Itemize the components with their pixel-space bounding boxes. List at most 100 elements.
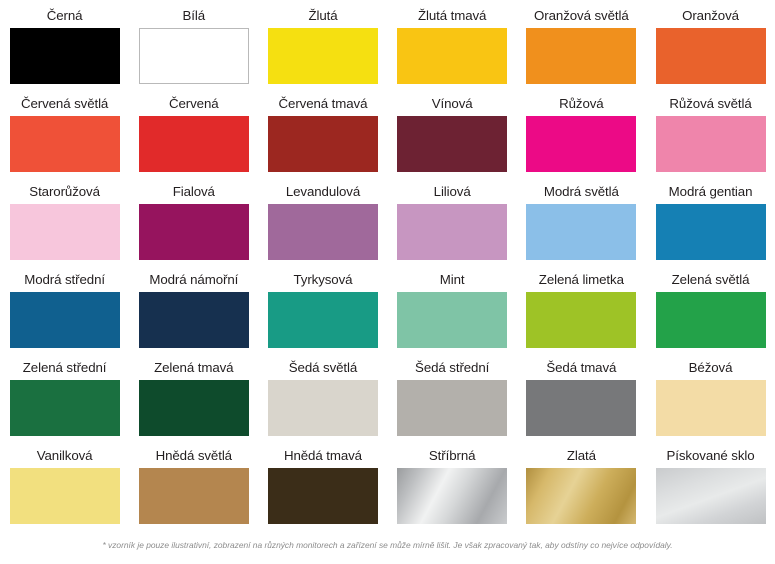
color-swatch-chip[interactable] xyxy=(138,204,249,260)
color-swatch-chip[interactable] xyxy=(9,380,120,436)
swatch-cell[interactable]: Šedá střední xyxy=(388,356,517,444)
swatch-label: Černá xyxy=(46,8,83,23)
swatch-chip-wrap xyxy=(388,380,517,438)
swatch-chip-wrap xyxy=(258,292,387,350)
swatch-cell[interactable]: Modrá střední xyxy=(0,268,129,356)
color-swatch-chip[interactable] xyxy=(9,468,120,524)
swatch-cell[interactable]: Žlutá xyxy=(258,4,387,92)
swatch-cell[interactable]: Fialová xyxy=(129,180,258,268)
swatch-label: Zelená světlá xyxy=(671,272,750,287)
footnote-text: * vzorník je pouze ilustrativní, zobraze… xyxy=(102,540,673,550)
color-swatch-chip[interactable] xyxy=(526,204,637,260)
swatch-cell[interactable]: Modrá světlá xyxy=(517,180,646,268)
swatch-cell[interactable]: Hnědá světlá xyxy=(129,444,258,532)
swatch-cell[interactable]: Šedá světlá xyxy=(258,356,387,444)
swatch-cell[interactable]: Růžová světlá xyxy=(646,92,775,180)
swatch-cell[interactable]: Mint xyxy=(388,268,517,356)
color-swatch-chip[interactable] xyxy=(267,28,378,84)
swatch-cell[interactable]: Žlutá tmavá xyxy=(388,4,517,92)
swatch-cell[interactable]: Zelená limetka xyxy=(517,268,646,356)
color-swatch-chip[interactable] xyxy=(655,292,766,348)
swatch-label: Žlutá tmavá xyxy=(417,8,487,23)
swatch-label: Hnědá světlá xyxy=(155,448,233,463)
swatch-cell[interactable]: Modrá námořní xyxy=(129,268,258,356)
color-swatch-chip[interactable] xyxy=(526,292,637,348)
color-swatch-chip[interactable] xyxy=(267,380,378,436)
color-swatch-chip[interactable] xyxy=(138,116,249,172)
swatch-cell[interactable]: Hnědá tmavá xyxy=(258,444,387,532)
color-swatch-chip[interactable] xyxy=(397,380,508,436)
swatch-chip-wrap xyxy=(0,28,129,86)
swatch-chip-wrap xyxy=(646,204,775,262)
swatch-cell[interactable]: Šedá tmavá xyxy=(517,356,646,444)
swatch-cell[interactable]: Liliová xyxy=(388,180,517,268)
color-swatch-chip[interactable] xyxy=(526,380,637,436)
color-swatch-chip[interactable] xyxy=(655,204,766,260)
color-swatch-chip[interactable] xyxy=(526,28,637,84)
color-swatch-chip[interactable] xyxy=(138,28,249,84)
color-swatch-chip[interactable] xyxy=(9,28,120,84)
swatch-cell[interactable]: Zelená tmavá xyxy=(129,356,258,444)
swatch-cell[interactable]: Zlatá xyxy=(517,444,646,532)
swatch-cell[interactable]: Tyrkysová xyxy=(258,268,387,356)
color-swatch-chip[interactable] xyxy=(138,380,249,436)
swatch-cell[interactable]: Vínová xyxy=(388,92,517,180)
swatch-label: Mint xyxy=(439,272,465,287)
swatch-cell[interactable]: Pískované sklo xyxy=(646,444,775,532)
swatch-cell[interactable]: Modrá gentian xyxy=(646,180,775,268)
swatch-chip-wrap xyxy=(129,292,258,350)
color-swatch-chip[interactable] xyxy=(526,468,637,524)
color-swatch-chip[interactable] xyxy=(655,28,766,84)
color-swatch-chip[interactable] xyxy=(655,380,766,436)
color-swatch-chip[interactable] xyxy=(397,292,508,348)
swatch-label: Oranžová xyxy=(682,8,739,23)
swatch-cell[interactable]: Zelená střední xyxy=(0,356,129,444)
color-swatch-chip[interactable] xyxy=(397,204,508,260)
color-swatch-chip[interactable] xyxy=(138,468,249,524)
swatch-cell[interactable]: Červená světlá xyxy=(0,92,129,180)
color-swatch-chip[interactable] xyxy=(655,116,766,172)
color-swatch-chip[interactable] xyxy=(397,28,508,84)
color-swatch-chip[interactable] xyxy=(267,468,378,524)
swatch-cell[interactable]: Oranžová xyxy=(646,4,775,92)
swatch-cell[interactable]: Béžová xyxy=(646,356,775,444)
swatch-cell[interactable]: Starorůžová xyxy=(0,180,129,268)
color-swatch-chip[interactable] xyxy=(9,116,120,172)
swatch-cell[interactable]: Bílá xyxy=(129,4,258,92)
color-swatch-chip[interactable] xyxy=(397,116,508,172)
color-swatch-chip[interactable] xyxy=(267,292,378,348)
color-swatch-chip[interactable] xyxy=(9,292,120,348)
swatch-chip-wrap xyxy=(517,204,646,262)
swatch-cell[interactable]: Červená tmavá xyxy=(258,92,387,180)
swatch-label: Zlatá xyxy=(566,448,596,463)
swatch-cell[interactable]: Červená xyxy=(129,92,258,180)
swatch-label: Červená xyxy=(169,96,219,111)
color-swatch-chip[interactable] xyxy=(267,116,378,172)
color-swatch-chip[interactable] xyxy=(9,204,120,260)
swatch-cell[interactable]: Černá xyxy=(0,4,129,92)
swatch-chip-wrap xyxy=(517,292,646,350)
color-swatch-chip[interactable] xyxy=(526,116,637,172)
swatch-cell[interactable]: Vanilková xyxy=(0,444,129,532)
swatch-cell[interactable]: Levandulová xyxy=(258,180,387,268)
swatch-label: Bílá xyxy=(182,8,206,23)
swatch-cell[interactable]: Stříbrná xyxy=(388,444,517,532)
swatch-label: Červená světlá xyxy=(20,96,109,111)
swatch-label: Zelená limetka xyxy=(538,272,624,287)
swatch-label: Šedá střední xyxy=(415,360,490,375)
swatch-chip-wrap xyxy=(129,28,258,86)
color-swatch-chip[interactable] xyxy=(397,468,508,524)
swatch-label: Šedá tmavá xyxy=(546,360,617,375)
swatch-chip-wrap xyxy=(258,28,387,86)
color-swatch-chip[interactable] xyxy=(138,292,249,348)
swatch-chip-wrap xyxy=(517,28,646,86)
swatch-label: Modrá námořní xyxy=(149,272,239,287)
swatch-chip-wrap xyxy=(258,204,387,262)
swatch-label: Modrá gentian xyxy=(668,184,753,199)
swatch-cell[interactable]: Zelená světlá xyxy=(646,268,775,356)
swatch-cell[interactable]: Růžová xyxy=(517,92,646,180)
color-swatch-chip[interactable] xyxy=(655,468,766,524)
swatch-label: Zelená tmavá xyxy=(154,360,234,375)
color-swatch-chip[interactable] xyxy=(267,204,378,260)
swatch-cell[interactable]: Oranžová světlá xyxy=(517,4,646,92)
